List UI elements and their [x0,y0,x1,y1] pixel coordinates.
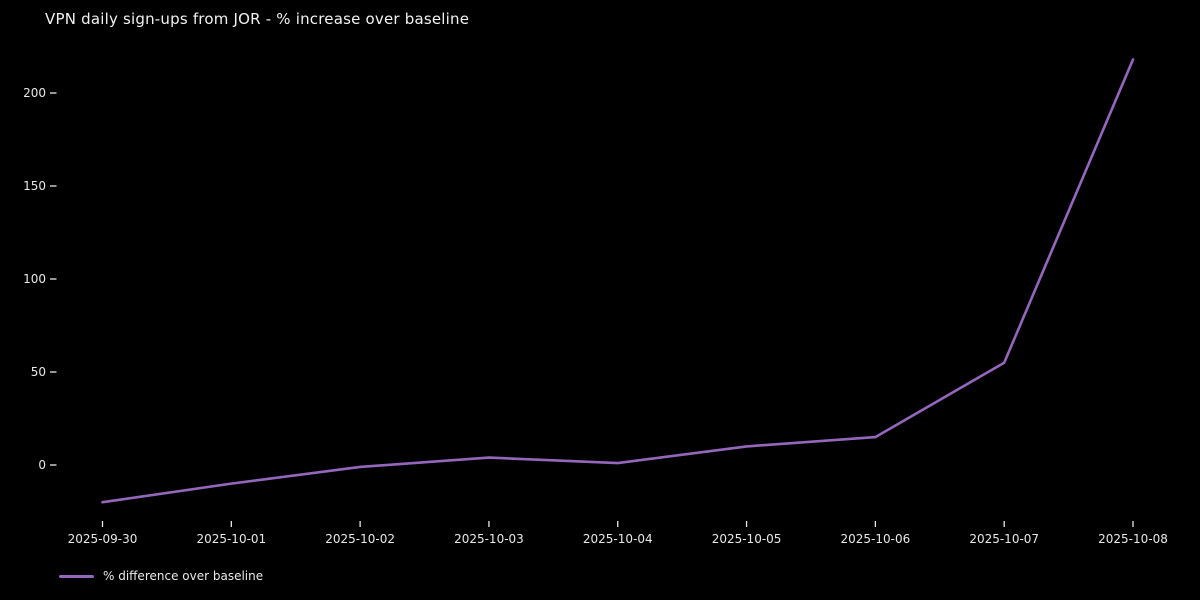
legend: % difference over baseline [59,569,263,583]
x-tick-label: 2025-10-07 [969,532,1039,546]
x-tick-label: 2025-10-02 [325,532,395,546]
x-tick-label: 2025-10-05 [712,532,782,546]
x-tick-label: 2025-10-03 [454,532,524,546]
legend-line-swatch [59,574,94,578]
series-line [101,58,1135,504]
x-tick-label: 2025-10-06 [841,532,911,546]
x-tick-label: 2025-09-30 [68,532,138,546]
y-tick-label: 150 [23,179,46,193]
y-tick-label: 50 [31,365,46,379]
x-tick-label: 2025-10-04 [583,532,653,546]
x-tick-label: 2025-10-08 [1098,532,1168,546]
legend-label: % difference over baseline [103,569,264,583]
x-tick-label: 2025-10-01 [196,532,266,546]
y-tick-label: 200 [23,86,46,100]
y-tick-label: 0 [38,458,46,472]
chart-title: VPN daily sign-ups from JOR - % increase… [45,10,470,28]
y-tick-label: 100 [23,272,46,286]
